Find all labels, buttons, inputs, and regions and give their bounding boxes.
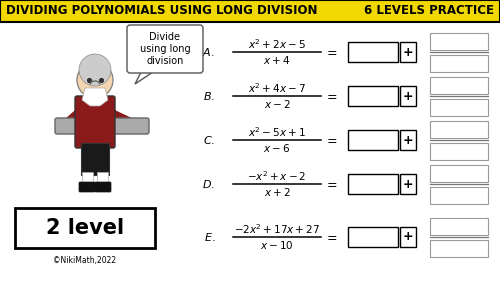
- FancyBboxPatch shape: [127, 25, 203, 73]
- Text: $E.$: $E.$: [204, 231, 215, 243]
- Text: $A.$: $A.$: [202, 46, 215, 58]
- Text: $-2x^{2}+17x+27$: $-2x^{2}+17x+27$: [234, 222, 320, 236]
- FancyBboxPatch shape: [430, 99, 488, 115]
- Circle shape: [77, 62, 113, 98]
- Text: $x-10$: $x-10$: [260, 239, 294, 251]
- Text: 6 LEVELS PRACTICE: 6 LEVELS PRACTICE: [364, 4, 494, 17]
- Circle shape: [79, 54, 111, 86]
- Text: $x^{2}-5x+1$: $x^{2}-5x+1$: [248, 125, 306, 139]
- Text: $B.$: $B.$: [203, 90, 215, 102]
- FancyBboxPatch shape: [55, 118, 149, 134]
- FancyBboxPatch shape: [400, 227, 416, 247]
- Text: $=$: $=$: [324, 90, 338, 103]
- FancyBboxPatch shape: [348, 42, 398, 62]
- FancyBboxPatch shape: [430, 76, 488, 94]
- FancyBboxPatch shape: [430, 187, 488, 203]
- Text: $\mathbf{+}$: $\mathbf{+}$: [402, 178, 413, 191]
- FancyBboxPatch shape: [430, 217, 488, 235]
- Text: $=$: $=$: [324, 230, 338, 244]
- FancyBboxPatch shape: [348, 130, 398, 150]
- Text: $x-2$: $x-2$: [264, 98, 290, 110]
- Text: $\mathbf{+}$: $\mathbf{+}$: [402, 90, 413, 103]
- Text: $\mathbf{+}$: $\mathbf{+}$: [402, 230, 413, 244]
- Text: $D.$: $D.$: [202, 178, 215, 190]
- FancyBboxPatch shape: [75, 96, 115, 148]
- FancyBboxPatch shape: [348, 227, 398, 247]
- FancyBboxPatch shape: [348, 86, 398, 106]
- FancyBboxPatch shape: [0, 0, 500, 22]
- Text: $x+4$: $x+4$: [264, 54, 290, 66]
- FancyBboxPatch shape: [95, 182, 111, 192]
- FancyBboxPatch shape: [400, 86, 416, 106]
- Text: $=$: $=$: [324, 46, 338, 58]
- FancyBboxPatch shape: [348, 174, 398, 194]
- FancyBboxPatch shape: [430, 55, 488, 71]
- FancyBboxPatch shape: [15, 208, 155, 248]
- Text: $x-6$: $x-6$: [264, 142, 290, 154]
- Text: $\mathbf{+}$: $\mathbf{+}$: [402, 46, 413, 58]
- Polygon shape: [135, 70, 156, 84]
- Text: $=$: $=$: [324, 178, 338, 191]
- FancyBboxPatch shape: [79, 182, 95, 192]
- FancyBboxPatch shape: [81, 143, 109, 175]
- Text: $x^{2}+2x-5$: $x^{2}+2x-5$: [248, 37, 306, 51]
- Text: $-x^{2}+x-2$: $-x^{2}+x-2$: [248, 169, 306, 183]
- Text: ©NikiMath,2022: ©NikiMath,2022: [54, 255, 116, 264]
- Text: 2 level: 2 level: [46, 218, 124, 238]
- FancyBboxPatch shape: [82, 172, 93, 186]
- Text: $=$: $=$: [324, 133, 338, 146]
- Text: $\mathbf{+}$: $\mathbf{+}$: [402, 133, 413, 146]
- FancyBboxPatch shape: [400, 174, 416, 194]
- FancyBboxPatch shape: [430, 33, 488, 49]
- Text: DIVIDING POLYNOMIALS USING LONG DIVISION: DIVIDING POLYNOMIALS USING LONG DIVISION: [6, 4, 318, 17]
- FancyBboxPatch shape: [400, 130, 416, 150]
- Polygon shape: [82, 88, 108, 106]
- FancyBboxPatch shape: [430, 121, 488, 137]
- FancyBboxPatch shape: [430, 164, 488, 182]
- FancyBboxPatch shape: [97, 172, 108, 186]
- FancyBboxPatch shape: [400, 42, 416, 62]
- FancyBboxPatch shape: [430, 239, 488, 257]
- Text: $x^{2}+4x-7$: $x^{2}+4x-7$: [248, 81, 306, 95]
- FancyBboxPatch shape: [430, 142, 488, 160]
- Text: Divide
using long
division: Divide using long division: [140, 31, 190, 66]
- Text: $C.$: $C.$: [203, 134, 215, 146]
- Text: $x+2$: $x+2$: [264, 186, 290, 198]
